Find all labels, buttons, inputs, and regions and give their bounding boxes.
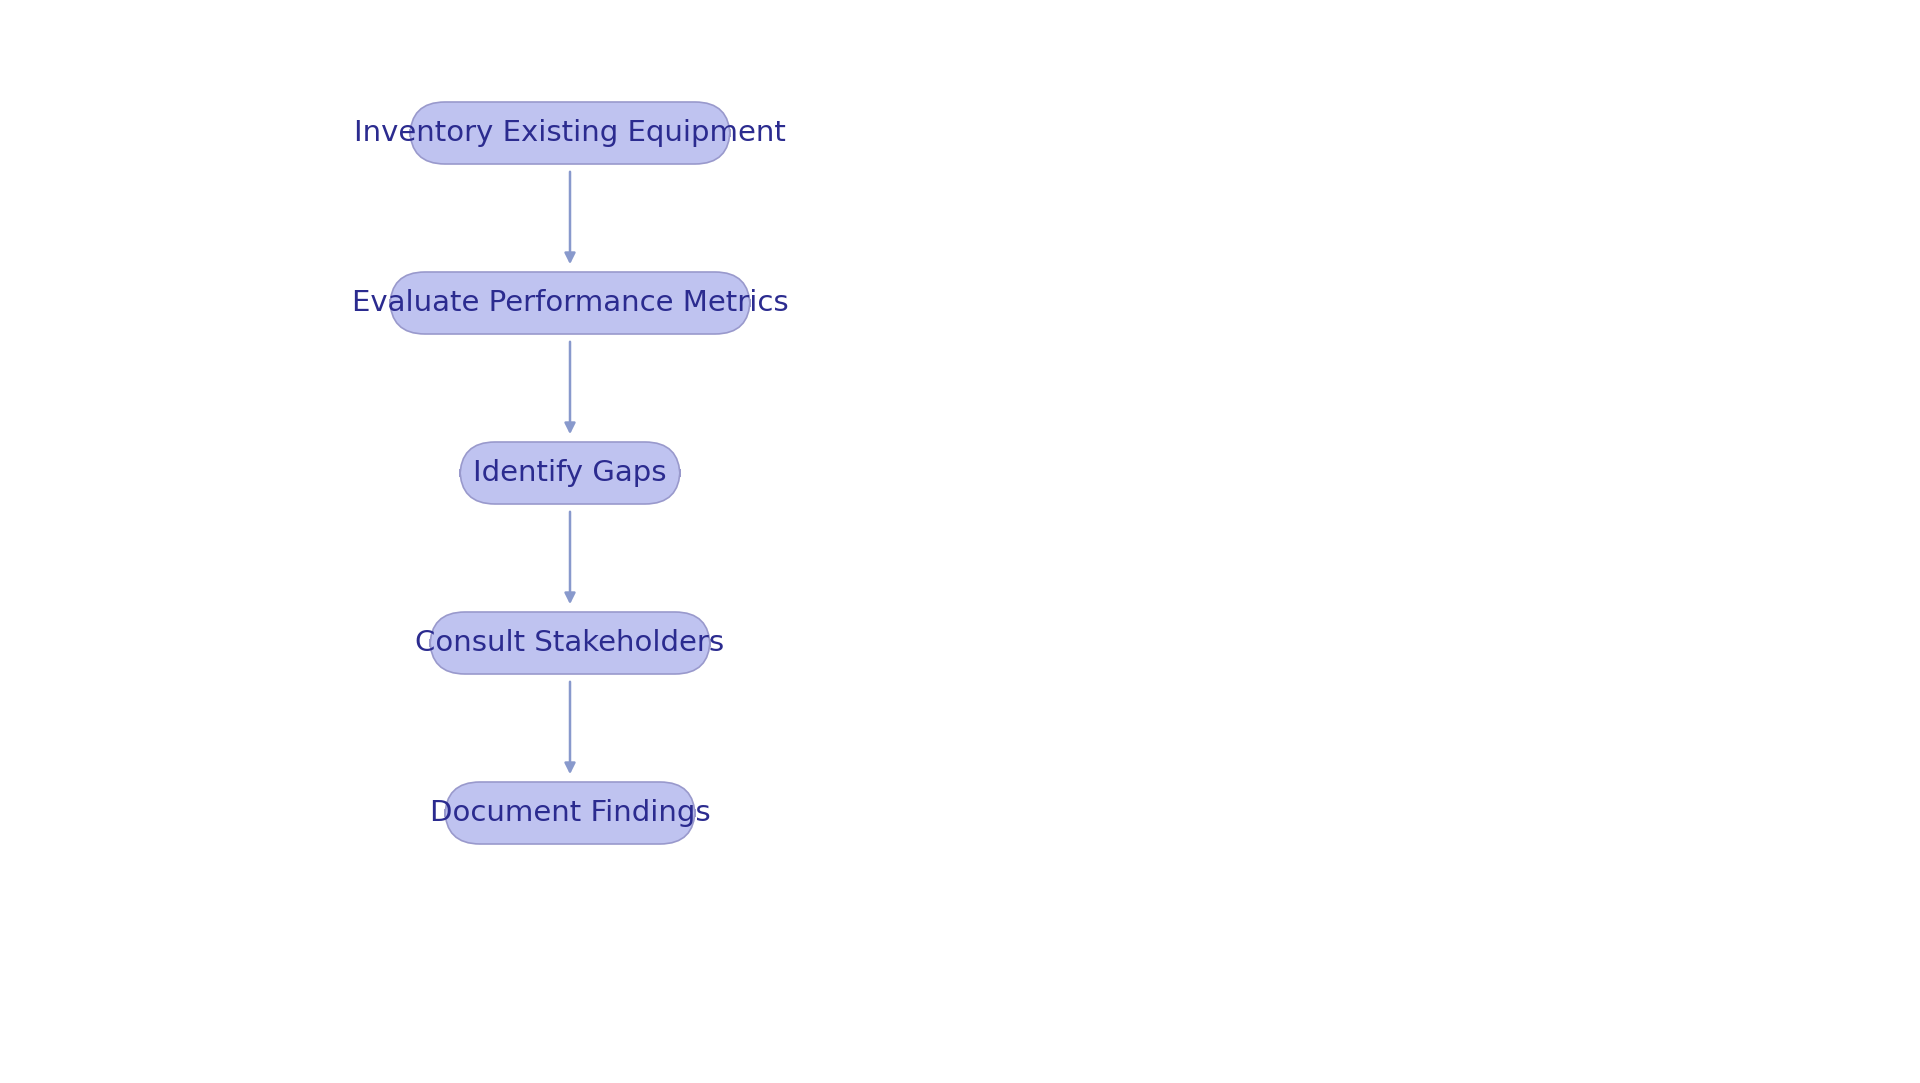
FancyBboxPatch shape bbox=[461, 442, 680, 504]
Text: Inventory Existing Equipment: Inventory Existing Equipment bbox=[353, 119, 785, 147]
FancyBboxPatch shape bbox=[430, 612, 710, 674]
Text: Evaluate Performance Metrics: Evaluate Performance Metrics bbox=[351, 289, 789, 317]
Text: Document Findings: Document Findings bbox=[430, 799, 710, 827]
Text: Identify Gaps: Identify Gaps bbox=[472, 459, 666, 487]
Text: Consult Stakeholders: Consult Stakeholders bbox=[415, 629, 724, 657]
FancyBboxPatch shape bbox=[390, 272, 751, 334]
FancyBboxPatch shape bbox=[411, 102, 730, 164]
FancyBboxPatch shape bbox=[445, 782, 695, 844]
